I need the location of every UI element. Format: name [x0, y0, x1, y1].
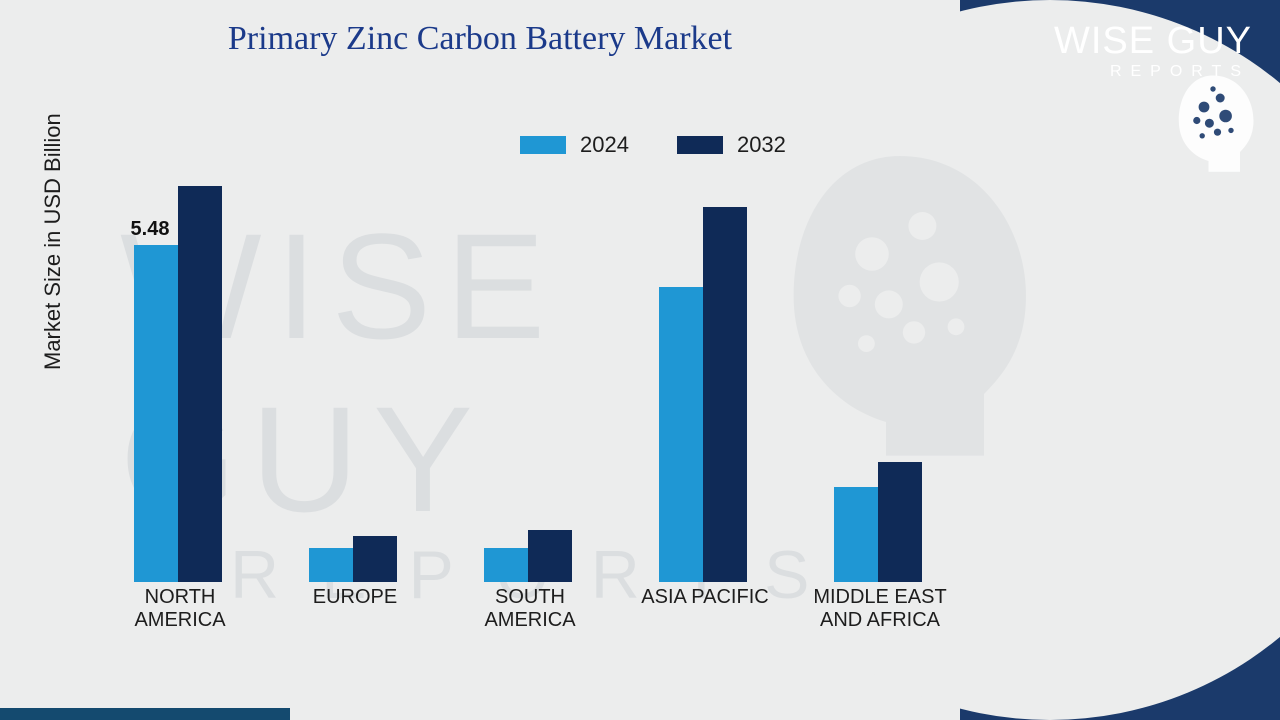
- bar-2032: [703, 207, 747, 582]
- chart-title: Primary Zinc Carbon Battery Market: [0, 20, 960, 58]
- x-axis-label: ASIA PACIFIC: [635, 586, 775, 609]
- x-axis-label: MIDDLE EAST AND AFRICA: [810, 586, 950, 632]
- bar-2032: [878, 462, 922, 582]
- bar-2032: [178, 186, 222, 582]
- x-axis-label: NORTH AMERICA: [110, 586, 250, 632]
- stage: WISE GUY REPORTS Primary Zinc Carbon Bat…: [0, 0, 1280, 720]
- x-axis-label: SOUTH AMERICA: [460, 586, 600, 632]
- bar-2032: [353, 536, 397, 582]
- x-axis-label: EUROPE: [285, 586, 425, 609]
- bar-2024: [659, 287, 703, 582]
- bar-2024: [484, 548, 528, 582]
- bar-2024: [309, 548, 353, 582]
- y-axis-label: Market Size in USD Billion: [40, 113, 66, 370]
- bar-2024: [134, 245, 178, 582]
- bar-chart: 5.48: [110, 152, 980, 582]
- bar-2024: [834, 487, 878, 582]
- bar-value-label: 5.48: [110, 218, 190, 241]
- bar-2032: [528, 530, 572, 582]
- brand-head-icon: [1168, 70, 1258, 180]
- brand-line1: WISE GUY: [1054, 22, 1252, 60]
- brand-logo: WISE GUY REPORTS: [1054, 22, 1252, 80]
- bottom-accent-bar: [0, 708, 290, 720]
